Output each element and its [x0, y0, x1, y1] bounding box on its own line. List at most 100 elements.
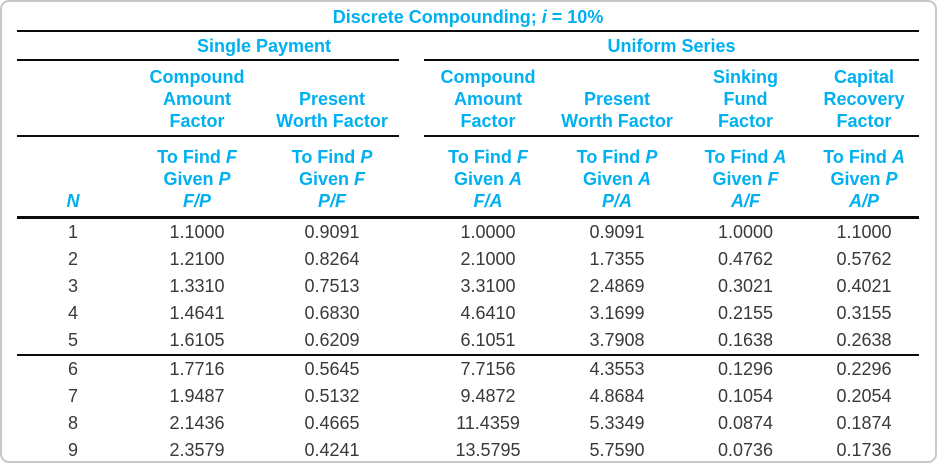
tofind-label: To Find — [157, 147, 226, 167]
cell-FA: 2.1000 — [460, 249, 516, 269]
cell-AF: 0.2155 — [717, 303, 774, 323]
tofind-header-FA: To Find F Given A F/A — [424, 136, 552, 219]
cell-PF: 0.8264 — [304, 249, 360, 269]
cell-AF: 0.0874 — [717, 413, 774, 433]
given-line: Given A — [424, 168, 552, 190]
tofind-header-PA: To Find P Given A P/A — [552, 136, 682, 219]
cell-PA: 4.8684 — [589, 386, 645, 406]
n-symbol: N — [66, 191, 80, 211]
given-line: Given F — [265, 168, 399, 190]
column-gap — [399, 300, 424, 327]
cell-PA: 4.3553 — [589, 359, 645, 379]
table-row: 6 1.7716 0.5645 7.7156 4.3553 0.1296 0.2296 — [17, 355, 919, 383]
symbol-line: A/P — [809, 190, 919, 212]
column-header-AF: Sinking Fund Factor — [682, 60, 809, 137]
cell-FA: 1.0000 — [460, 222, 516, 242]
cell-n: 7 — [67, 386, 78, 406]
find-variable: F — [225, 147, 237, 167]
column-gap — [399, 355, 424, 383]
cell-FP: 1.1000 — [169, 222, 225, 242]
tofind-label: To Find — [448, 147, 517, 167]
tofind-line: To Find A — [809, 146, 919, 168]
cell-AP: 0.2054 — [836, 386, 892, 406]
given-line: Given F — [682, 168, 809, 190]
column-gap — [399, 383, 424, 410]
cell-AP: 1.1000 — [836, 222, 892, 242]
cell-PA: 5.7590 — [589, 440, 645, 460]
cell-PF: 0.5132 — [304, 386, 360, 406]
column-gap — [399, 327, 424, 356]
given-variable: F — [354, 169, 366, 189]
cell-n: 4 — [67, 303, 78, 323]
cell-AP: 0.2296 — [836, 359, 892, 379]
column-header-line: Present — [298, 89, 366, 109]
column-header-FP: Compound Amount Factor — [129, 60, 265, 137]
given-label: Given — [163, 169, 219, 189]
cell-FA: 7.7156 — [460, 359, 516, 379]
cell-PF: 0.7513 — [304, 276, 360, 296]
cell-AF: 0.1296 — [717, 359, 774, 379]
cell-n: 9 — [67, 440, 78, 460]
find-variable: P — [645, 147, 658, 167]
given-line: Given P — [809, 168, 919, 190]
factor-symbol: F/A — [473, 191, 503, 211]
factor-symbol: A/F — [731, 191, 760, 211]
cell-PA: 3.7908 — [552, 327, 682, 356]
tofind-header-AF: To Find A Given F A/F — [682, 136, 809, 219]
tofind-line: To Find A — [682, 146, 809, 168]
cell-FA: 9.4872 — [460, 386, 516, 406]
column-gap — [399, 136, 424, 219]
symbol-line: P/F — [265, 190, 399, 212]
group-header-single-payment: Single Payment — [129, 31, 399, 61]
cell-n: 1 — [67, 222, 78, 242]
interest-factor-table: Discrete Compounding; i = 10% Single Pay… — [17, 4, 920, 461]
symbol-line: F/P — [129, 190, 265, 212]
given-label: Given — [582, 169, 639, 189]
column-header-line: Present — [583, 89, 651, 109]
cell-FA: 6.1051 — [424, 327, 552, 356]
column-header-line: Worth Factor — [561, 111, 673, 131]
column-header-PA: Present Worth Factor — [552, 60, 682, 137]
given-label: Given — [712, 169, 768, 189]
column-gap — [399, 60, 424, 136]
given-variable: P — [885, 169, 898, 189]
cell-n: 6 — [67, 359, 78, 379]
given-label: Given — [830, 169, 886, 189]
cell-FA: 11.4359 — [456, 413, 520, 433]
column-header-line: Amount — [454, 89, 522, 109]
cell-PA: 0.9091 — [589, 222, 645, 242]
cell-PF: 0.9091 — [304, 222, 360, 242]
n-column-header: N — [17, 136, 129, 219]
column-header-line: Factor — [460, 111, 516, 131]
group-header-uniform-series: Uniform Series — [424, 31, 920, 61]
column-header-line: Amount — [163, 89, 231, 109]
given-label: Given — [298, 169, 355, 189]
title-text: Discrete Compounding; — [332, 7, 542, 27]
cell-PA: 1.7355 — [589, 249, 645, 269]
column-header-line: Worth Factor — [276, 111, 388, 131]
cell-AP: 0.2638 — [809, 327, 920, 356]
column-header-FA: Compound Amount Factor — [424, 60, 552, 137]
column-header-line: Factor — [169, 111, 225, 131]
title-rate: = 10% — [546, 7, 604, 27]
given-variable: P — [218, 169, 231, 189]
tofind-label: To Find — [291, 147, 361, 167]
tofind-line: To Find F — [129, 146, 265, 168]
cell-AF: 0.1638 — [682, 327, 809, 356]
column-header-line: Factor — [836, 111, 892, 131]
cell-FP: 1.9487 — [169, 386, 225, 406]
given-label: Given — [453, 169, 510, 189]
cell-AP: 0.1874 — [836, 413, 892, 433]
column-gap — [399, 218, 424, 247]
column-gap — [399, 437, 424, 461]
cell-FP: 1.3310 — [169, 276, 225, 296]
column-gap — [399, 410, 424, 437]
cell-FP: 1.2100 — [169, 249, 225, 269]
given-line: Given A — [552, 168, 682, 190]
column-header-line: Sinking — [712, 67, 778, 87]
tofind-label: To Find — [823, 147, 892, 167]
cell-FA: 13.5795 — [455, 440, 521, 460]
find-variable: A — [773, 147, 787, 167]
column-gap — [399, 31, 424, 60]
